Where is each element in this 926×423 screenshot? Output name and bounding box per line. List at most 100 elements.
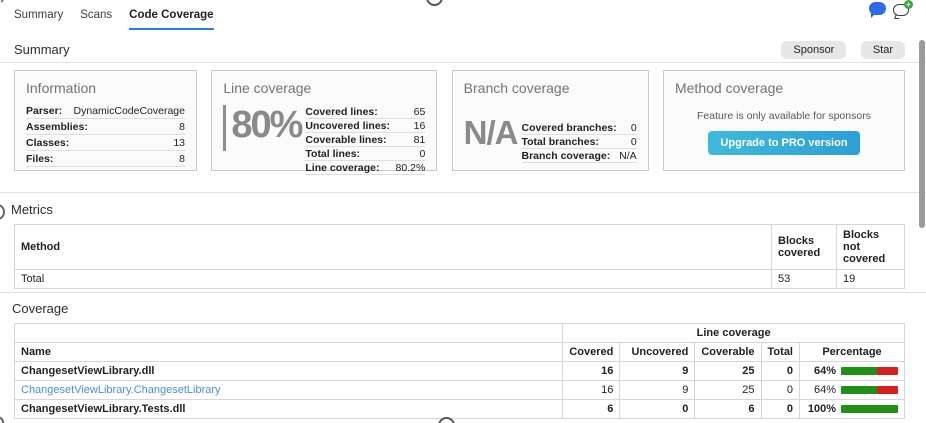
info-row-parser: Parser: DynamicCodeCoverage — [26, 103, 185, 119]
class-name-link[interactable]: ChangesetViewLibrary.ChangesetLibrary — [13, 380, 564, 400]
total-value: 0 — [760, 380, 801, 400]
tab-bar: Summary Scans Code Coverage — [14, 9, 214, 30]
tab-scans[interactable]: Scans — [80, 9, 113, 21]
coverage-header-total: Total — [760, 342, 801, 362]
coverage-header-uncovered: Uncovered — [619, 342, 696, 362]
stat-label: Total lines: — [305, 147, 361, 160]
branch-coverage-stats: Covered branches: 0 Total branches: 0 Bran… — [521, 121, 637, 163]
metrics-title: Metrics — [11, 202, 53, 217]
stat-value: 0 — [419, 147, 426, 160]
top-icon-group: + — [869, 0, 913, 18]
metrics-blocks-not-covered-value: 19 — [836, 269, 905, 289]
stat-label: Covered branches: — [521, 121, 617, 134]
line-coverage-group-header: Line coverage — [562, 323, 905, 343]
top-left-edge-artifact — [0, 0, 8, 3]
vertical-scrollbar[interactable] — [919, 40, 925, 228]
percentage-cell: 64% — [799, 380, 905, 400]
covered-value: 6 — [562, 399, 621, 419]
coverable-value: 6 — [694, 399, 762, 419]
assembly-name[interactable]: ChangesetViewLibrary.dll — [13, 361, 564, 381]
coverage-row-assembly: ChangesetViewLibrary.Tests.dll 6 0 6 0 1… — [13, 399, 905, 419]
method-coverage-card: Method coverage Feature is only availabl… — [662, 70, 905, 171]
coverable-value: 25 — [694, 380, 762, 400]
top-edge-circle-artifact — [426, 0, 443, 6]
comment-filled-icon[interactable] — [869, 2, 886, 18]
branch-coverage-card-title: Branch coverage — [463, 80, 570, 96]
info-row-files: Files: 8 — [26, 151, 185, 167]
sponsor-note: Feature is only available for sponsors — [697, 110, 871, 122]
stat-label: Coverable lines: — [305, 133, 387, 146]
coverage-header-row: Name Covered Uncovered Coverable Total P… — [13, 342, 905, 362]
metrics-header-blocks-covered: Blocks covered — [771, 224, 837, 270]
percentage-value: 64% — [813, 365, 836, 377]
coverable-value: 25 — [694, 361, 762, 381]
metrics-table: Method Blocks covered Blocks not covered… — [14, 224, 905, 289]
coverage-header-coverable: Coverable — [694, 342, 762, 362]
stat-value: 0 — [630, 121, 637, 134]
metrics-total-row: Total 53 19 — [14, 269, 905, 289]
left-edge-circle-artifact — [0, 204, 5, 220]
info-value: 8 — [179, 120, 185, 133]
accent-bar — [223, 105, 227, 151]
info-row-assemblies: Assemblies: 8 — [26, 119, 185, 135]
method-coverage-card-title: Method coverage — [674, 80, 784, 96]
coverage-row-class: ChangesetViewLibrary.ChangesetLibrary 16… — [13, 380, 905, 400]
bottom-left-circle-artifact — [0, 416, 4, 423]
info-label: Files: — [26, 152, 54, 165]
info-label: Assemblies: — [26, 120, 88, 133]
coverage-header-covered: Covered — [562, 342, 621, 362]
divider — [0, 192, 926, 193]
line-coverage-big-value: 80% — [231, 104, 303, 146]
star-button[interactable]: Star — [860, 40, 905, 59]
summary-title: Summary — [14, 41, 70, 57]
stat-value: N/A — [619, 149, 637, 162]
tab-code-coverage[interactable]: Code Coverage — [129, 9, 214, 30]
coverage-bar — [841, 386, 898, 394]
stat-value: 80.2% — [395, 161, 426, 174]
stat-label: Line coverage: — [305, 161, 380, 174]
uncovered-value: 0 — [619, 399, 696, 419]
assembly-name[interactable]: ChangesetViewLibrary.Tests.dll — [13, 399, 564, 419]
divider — [0, 292, 926, 293]
summary-section-header: Summary Sponsor Star — [14, 38, 905, 60]
total-value: 0 — [760, 361, 801, 381]
stat-value: 0 — [630, 135, 637, 148]
coverage-group-header-row: Line coverage — [13, 323, 905, 343]
divider — [0, 62, 926, 63]
github-buttons: Sponsor Star — [781, 40, 905, 59]
total-value: 0 — [760, 399, 801, 419]
stat-value: 16 — [413, 119, 426, 132]
tab-summary[interactable]: Summary — [14, 9, 64, 21]
uncovered-value: 9 — [619, 380, 696, 400]
sponsor-button[interactable]: Sponsor — [781, 40, 847, 59]
line-coverage-stats: Covered lines: 65 Uncovered lines: 16 Cove… — [305, 105, 426, 175]
coverage-bar-fill — [841, 367, 878, 375]
info-row-classes: Classes: 13 — [26, 135, 185, 151]
info-value: 8 — [179, 152, 185, 165]
coverage-title: Coverage — [12, 301, 69, 316]
coverage-bar — [841, 405, 898, 413]
metrics-blocks-covered-value: 53 — [771, 269, 837, 289]
plus-badge-icon: + — [904, 0, 913, 9]
coverage-bar-fill — [841, 405, 898, 413]
coverage-row-assembly: ChangesetViewLibrary.dll 16 9 25 0 64% — [13, 361, 905, 381]
covered-value: 16 — [562, 361, 621, 381]
percentage-cell: 64% — [799, 361, 905, 381]
metrics-header-blocks-not-covered: Blocks not covered — [836, 224, 905, 270]
info-value: 13 — [173, 136, 185, 149]
comment-add-icon[interactable]: + — [893, 0, 913, 16]
summary-cards: Information Parser: DynamicCodeCoverage … — [14, 70, 905, 175]
information-card: Information Parser: DynamicCodeCoverage … — [14, 70, 197, 171]
coverage-bar-fill — [841, 386, 878, 394]
upgrade-pro-button[interactable]: Upgrade to PRO version — [708, 131, 860, 155]
covered-value: 16 — [562, 380, 621, 400]
info-label: Parser: — [26, 104, 63, 117]
stat-value: 81 — [413, 133, 426, 146]
info-label: Classes: — [26, 136, 70, 149]
coverage-header-name: Name — [13, 342, 564, 362]
metrics-header-row: Method Blocks covered Blocks not covered — [14, 224, 905, 270]
information-card-title: Information — [26, 80, 97, 96]
stat-label: Uncovered lines: — [305, 119, 391, 132]
coverage-table: Line coverage Name Covered Uncovered Cov… — [13, 323, 905, 419]
